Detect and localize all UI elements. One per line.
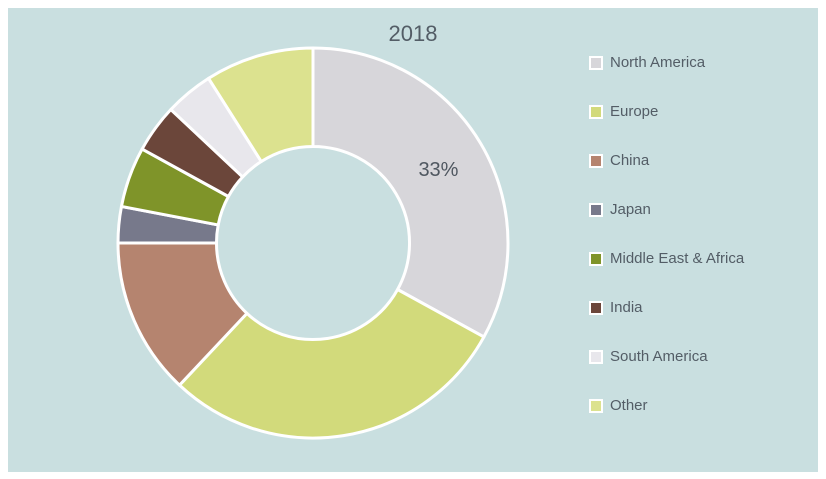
legend-label: China	[610, 152, 650, 169]
legend-label: South America	[610, 348, 708, 365]
legend-label: North America	[610, 54, 706, 71]
slice-europe	[178, 288, 486, 440]
chart-panel: 2018 33% North America Europe China Japan Mi…	[8, 8, 818, 472]
legend-label: Other	[610, 397, 648, 414]
donut-chart: 33%	[116, 46, 510, 440]
slice-north-america	[311, 46, 510, 339]
legend-item-europe: Europe	[589, 87, 744, 136]
legend-swatch-icon	[589, 251, 603, 266]
legend-item-china: China	[589, 136, 744, 185]
legend-item-other: Other	[589, 381, 744, 430]
legend-item-middle-east-africa: Middle East & Africa	[589, 234, 744, 283]
legend-item-india: India	[589, 283, 744, 332]
legend-label: Europe	[610, 103, 659, 120]
legend-item-north-america: North America	[589, 38, 744, 87]
legend-swatch-icon	[589, 300, 603, 315]
legend-label: India	[610, 299, 643, 316]
data-label-north-america: 33%	[418, 159, 458, 181]
legend-swatch-icon	[589, 202, 603, 217]
chart-legend: North America Europe China Japan Middle East…	[589, 38, 744, 430]
legend-label: Middle East & Africa	[610, 250, 745, 267]
legend-swatch-icon	[589, 55, 603, 70]
legend-swatch-icon	[589, 104, 603, 119]
chart-title: 2018	[388, 21, 438, 46]
legend-swatch-icon	[589, 398, 603, 413]
legend-swatch-icon	[589, 349, 603, 364]
legend-swatch-icon	[589, 153, 603, 168]
slice-other	[207, 46, 315, 164]
legend-label: Japan	[610, 201, 651, 218]
legend-item-japan: Japan	[589, 185, 744, 234]
legend-item-south-america: South America	[589, 332, 744, 381]
